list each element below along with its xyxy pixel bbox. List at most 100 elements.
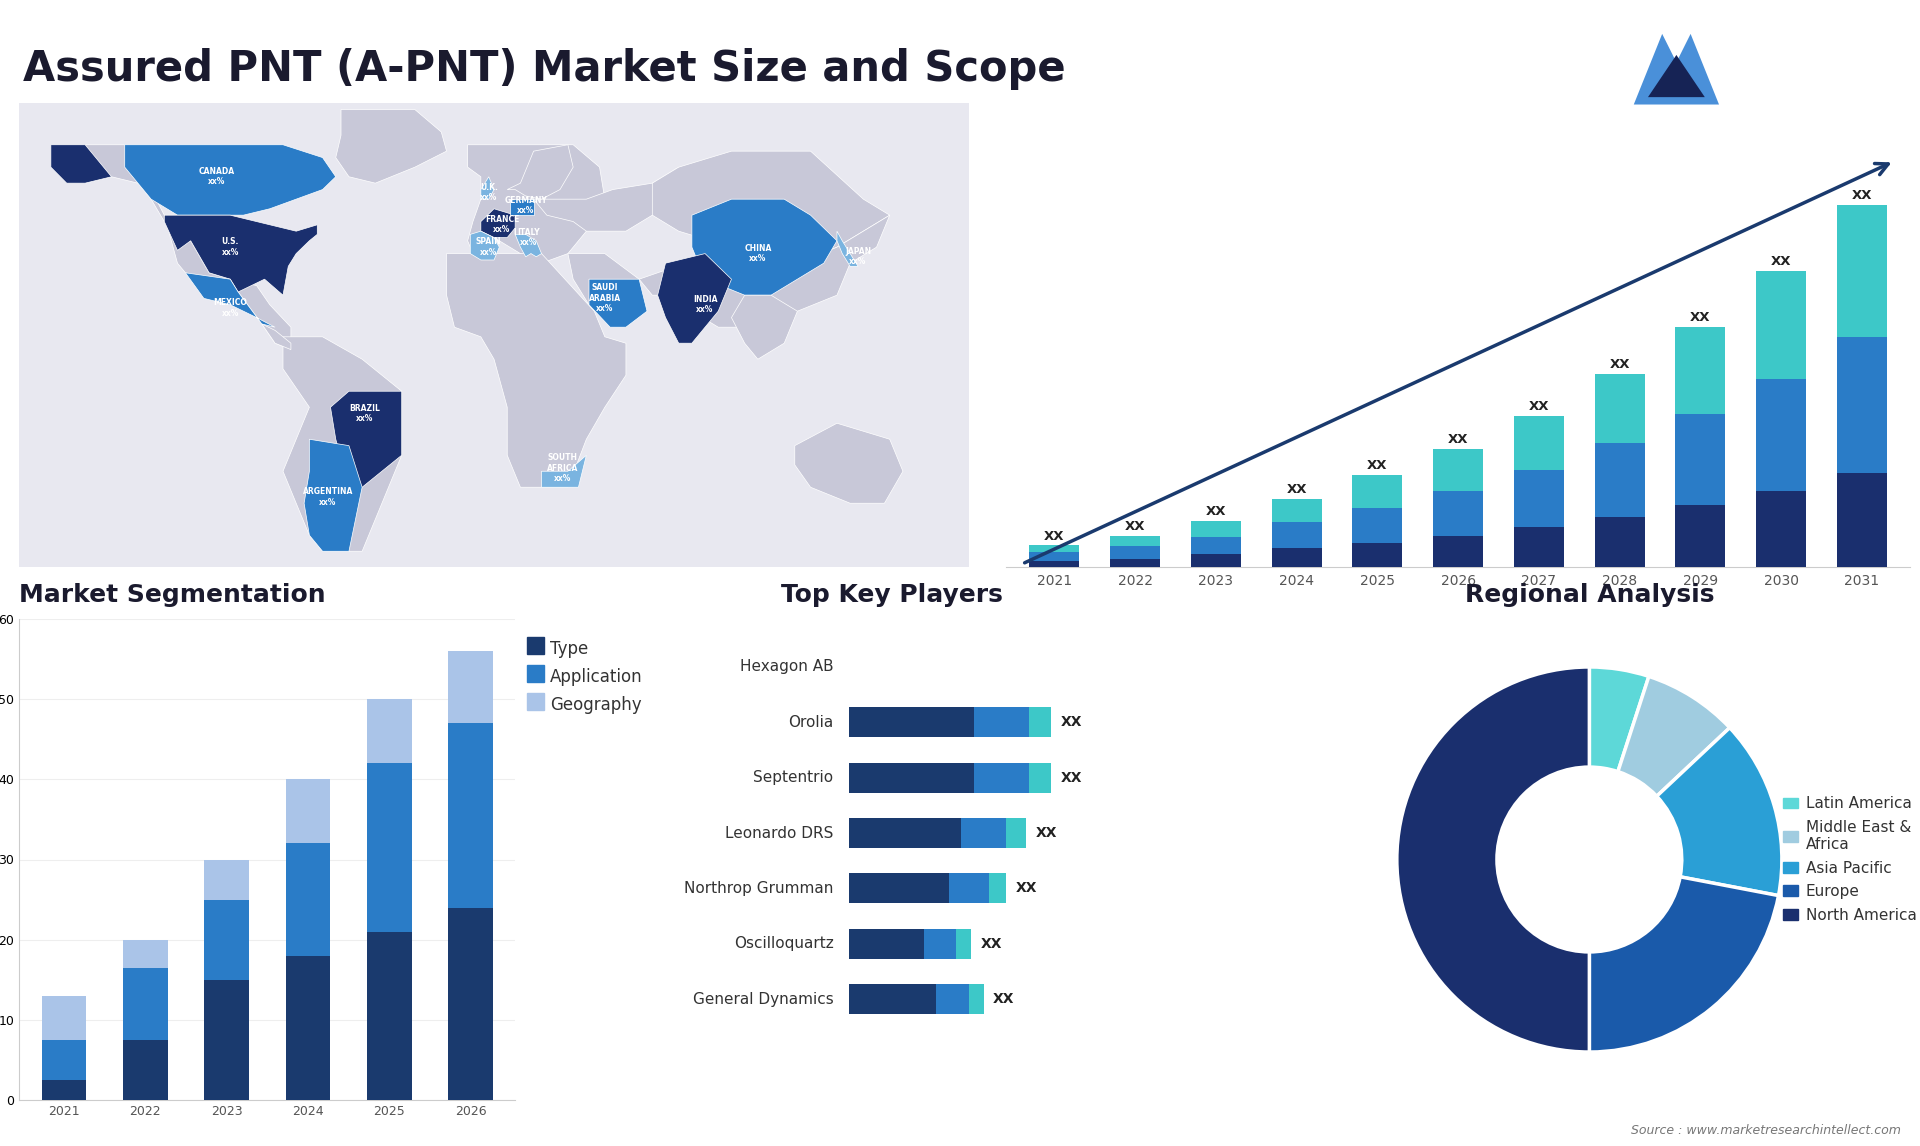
FancyBboxPatch shape xyxy=(1006,818,1027,848)
Bar xyxy=(1596,374,1645,444)
Bar xyxy=(286,843,330,956)
Text: XX: XX xyxy=(981,936,1002,951)
FancyBboxPatch shape xyxy=(970,984,983,1014)
Polygon shape xyxy=(165,215,317,296)
Polygon shape xyxy=(50,144,292,350)
Legend: Latin America, Middle East &
Africa, Asia Pacific, Europe, North America: Latin America, Middle East & Africa, Asi… xyxy=(1780,793,1920,926)
FancyBboxPatch shape xyxy=(948,873,989,903)
Polygon shape xyxy=(732,296,797,359)
Polygon shape xyxy=(282,337,401,551)
Text: XX: XX xyxy=(1528,400,1549,413)
Text: General Dynamics: General Dynamics xyxy=(693,991,833,1006)
Bar xyxy=(1676,414,1726,504)
Bar xyxy=(123,1041,167,1100)
Bar xyxy=(1029,545,1079,552)
Polygon shape xyxy=(336,110,447,183)
Bar xyxy=(1029,552,1079,562)
Bar xyxy=(1352,543,1402,567)
Text: JAPAN
xx%: JAPAN xx% xyxy=(845,248,872,267)
Text: XX: XX xyxy=(1125,520,1146,533)
Bar xyxy=(1352,474,1402,508)
Polygon shape xyxy=(470,231,499,260)
Bar xyxy=(1432,490,1484,536)
Text: XX: XX xyxy=(993,992,1014,1006)
Bar xyxy=(1432,449,1484,490)
Bar xyxy=(1837,205,1887,337)
Bar xyxy=(286,779,330,843)
Bar xyxy=(1432,536,1484,567)
Text: XX: XX xyxy=(1060,715,1083,729)
Polygon shape xyxy=(447,253,626,487)
Polygon shape xyxy=(837,231,858,266)
Text: Northrop Grumman: Northrop Grumman xyxy=(684,881,833,896)
Bar xyxy=(204,900,250,980)
FancyBboxPatch shape xyxy=(956,928,972,959)
Bar xyxy=(367,763,411,932)
Bar xyxy=(1757,490,1807,567)
FancyBboxPatch shape xyxy=(1029,707,1052,737)
Polygon shape xyxy=(303,439,363,551)
Text: XX: XX xyxy=(1286,484,1308,496)
Polygon shape xyxy=(653,151,889,264)
Text: SAUDI
ARABIA
xx%: SAUDI ARABIA xx% xyxy=(589,283,620,313)
Bar xyxy=(1190,554,1240,567)
Bar xyxy=(447,651,493,723)
Bar xyxy=(447,908,493,1100)
Polygon shape xyxy=(480,209,515,237)
FancyBboxPatch shape xyxy=(849,818,962,848)
Polygon shape xyxy=(515,228,541,257)
Text: XX: XX xyxy=(1035,826,1058,840)
Wedge shape xyxy=(1398,667,1590,1052)
Polygon shape xyxy=(507,144,574,199)
Bar xyxy=(1190,536,1240,554)
Polygon shape xyxy=(639,215,889,328)
Bar xyxy=(1110,536,1160,547)
Wedge shape xyxy=(1590,667,1649,771)
Text: ITALY
xx%: ITALY xx% xyxy=(516,228,540,248)
Bar xyxy=(204,860,250,900)
Text: INDIA
xx%: INDIA xx% xyxy=(693,296,718,314)
Bar xyxy=(1596,444,1645,517)
Text: XX: XX xyxy=(1206,505,1227,518)
FancyBboxPatch shape xyxy=(849,873,948,903)
Polygon shape xyxy=(468,144,605,264)
Polygon shape xyxy=(568,253,639,305)
Text: CHINA
xx%: CHINA xx% xyxy=(745,244,772,264)
Bar xyxy=(204,980,250,1100)
Bar xyxy=(1676,504,1726,567)
Bar xyxy=(1837,337,1887,473)
Text: XX: XX xyxy=(1367,460,1388,472)
Text: XX: XX xyxy=(1770,256,1791,268)
Wedge shape xyxy=(1619,676,1730,796)
Bar xyxy=(286,956,330,1100)
Bar xyxy=(447,723,493,908)
Text: Leonardo DRS: Leonardo DRS xyxy=(726,825,833,840)
Text: ARGENTINA
xx%: ARGENTINA xx% xyxy=(303,487,353,507)
FancyBboxPatch shape xyxy=(924,928,956,959)
Polygon shape xyxy=(125,144,336,215)
Bar xyxy=(1271,521,1321,548)
Polygon shape xyxy=(534,167,678,231)
Polygon shape xyxy=(589,280,647,328)
Bar xyxy=(1837,473,1887,567)
Bar xyxy=(1190,521,1240,536)
Polygon shape xyxy=(541,455,586,487)
Text: XX: XX xyxy=(1044,529,1066,542)
Polygon shape xyxy=(511,199,534,215)
Text: SPAIN
xx%: SPAIN xx% xyxy=(476,237,501,257)
Text: MARKET: MARKET xyxy=(1741,37,1805,50)
Bar xyxy=(1757,379,1807,490)
Legend: Type, Application, Geography: Type, Application, Geography xyxy=(524,637,647,717)
Text: CANADA
xx%: CANADA xx% xyxy=(200,167,234,187)
FancyBboxPatch shape xyxy=(849,928,924,959)
Text: XX: XX xyxy=(1609,358,1630,371)
Bar xyxy=(1271,548,1321,567)
Polygon shape xyxy=(795,423,902,503)
Bar xyxy=(1513,470,1565,527)
Text: U.S.
xx%: U.S. xx% xyxy=(221,237,238,257)
Text: GERMANY
xx%: GERMANY xx% xyxy=(505,196,547,215)
Text: Oscilloquartz: Oscilloquartz xyxy=(733,936,833,951)
FancyBboxPatch shape xyxy=(849,707,973,737)
Polygon shape xyxy=(186,273,275,328)
Bar xyxy=(123,967,167,1041)
